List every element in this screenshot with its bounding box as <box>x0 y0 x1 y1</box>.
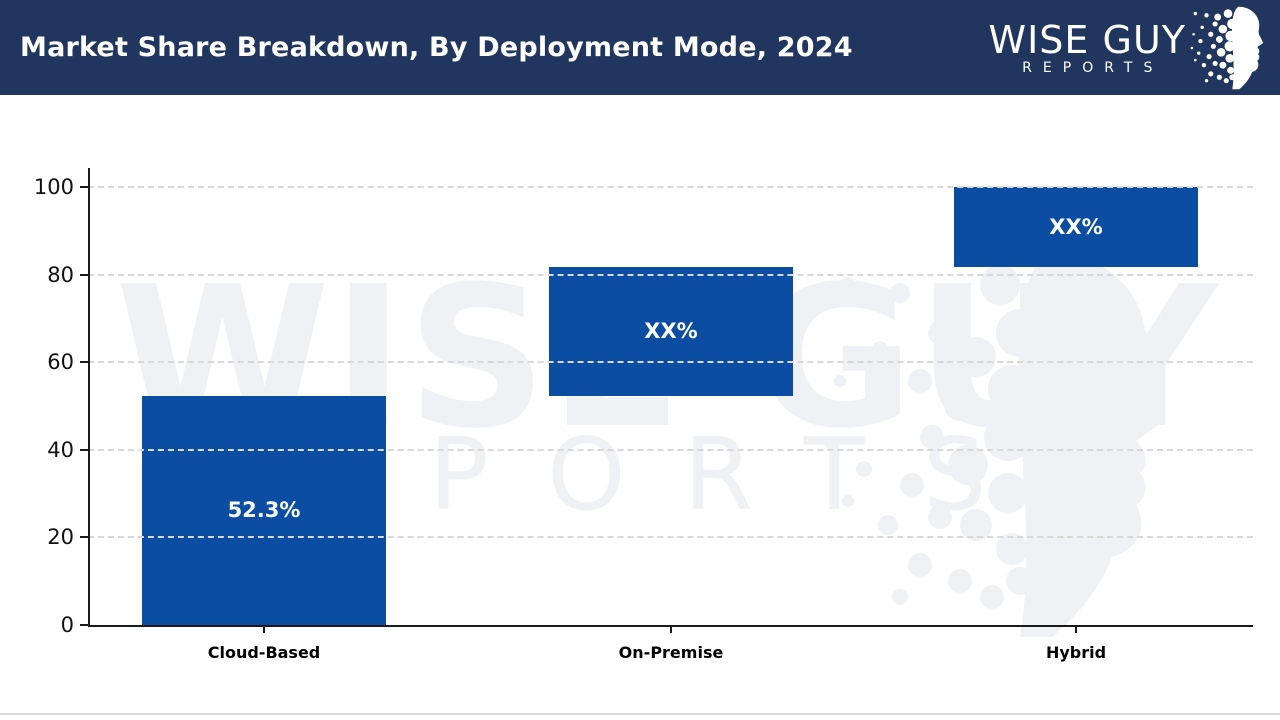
bar-cloud-based <box>142 395 386 625</box>
x-axis-line <box>88 625 1253 627</box>
bar-value-label: 52.3% <box>227 498 301 523</box>
bar-value-label: XX% <box>644 319 698 344</box>
header-bar: Market Share Breakdown, By Deployment Mo… <box>0 0 1280 95</box>
bar-value-label: XX% <box>1049 214 1103 239</box>
y-axis-line <box>88 168 90 627</box>
y-axis-tick-label: 0 <box>60 613 74 637</box>
gridline-40 <box>88 448 1253 451</box>
gridline-60 <box>88 361 1253 364</box>
brand-logo-text: WISE GUY REPORTS <box>988 18 1186 76</box>
gridline-100 <box>88 186 1253 188</box>
x-axis-category-label: Hybrid <box>1045 643 1107 662</box>
watermark-head-icon <box>800 210 1200 680</box>
logo-wordmark: WISE GUY <box>988 18 1186 63</box>
gridline-20 <box>88 536 1253 539</box>
footer-divider <box>0 713 1280 715</box>
bar-on-premise <box>549 266 793 396</box>
logo-head-icon <box>1182 5 1274 91</box>
y-axis-tick-40 <box>80 448 88 451</box>
y-axis-tick-20 <box>80 536 88 539</box>
y-axis-tick-label: 20 <box>47 525 74 550</box>
gridline-80 <box>88 273 1253 276</box>
x-axis-tick-2 <box>670 625 672 633</box>
x-axis-category-label: Cloud-Based <box>207 643 321 662</box>
chart-title: Market Share Breakdown, By Deployment Mo… <box>20 32 853 63</box>
y-axis-tick-0 <box>80 624 88 626</box>
y-axis-tick-label: 80 <box>47 262 74 287</box>
y-axis-tick-label: 100 <box>33 175 74 199</box>
brand-logo: WISE GUY REPORTS <box>989 4 1274 92</box>
y-axis-tick-100 <box>80 186 88 188</box>
y-axis-tick-60 <box>80 361 88 364</box>
chart-canvas: WISE GUY REPORTS 0 20 40 60 80 100 52.3% Cloud-… <box>0 95 1280 720</box>
y-axis-tick-label: 40 <box>47 437 74 462</box>
y-axis-tick-80 <box>80 273 88 276</box>
x-axis-tick-1 <box>263 625 265 633</box>
y-axis-tick-label: 60 <box>47 350 74 375</box>
logo-tagline: REPORTS <box>1022 59 1164 76</box>
x-axis-category-label: On-Premise <box>618 643 724 662</box>
